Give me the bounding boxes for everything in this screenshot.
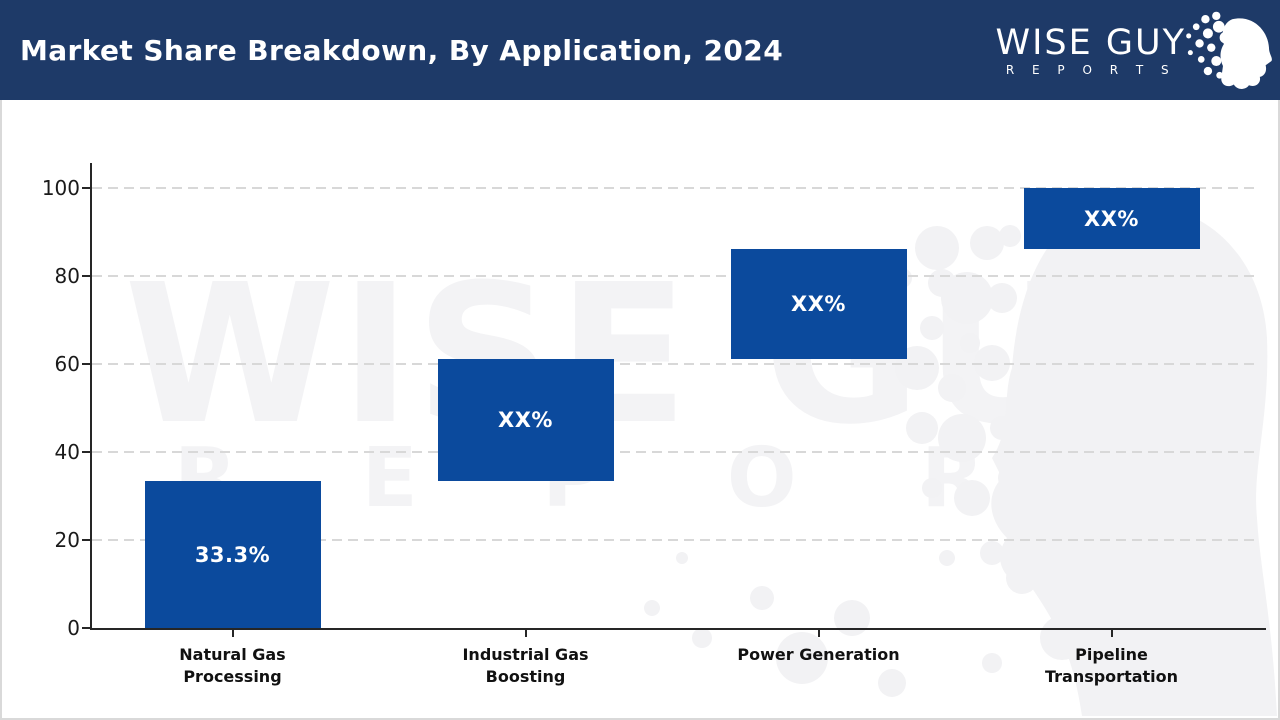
plot-area: 0 20 40 60 80 100 33.3% Natural Gas Processing XX…	[2, 100, 1278, 718]
y-gridline	[92, 275, 1258, 277]
x-category-label: Power Generation	[737, 645, 900, 664]
y-tick-label: 0	[67, 616, 80, 640]
y-tick-mark	[82, 451, 90, 453]
x-category-label: Industrial Gas Boosting	[462, 645, 589, 686]
wiseguy-logo: WISE GUY R E P O R T S	[995, 8, 1274, 94]
y-axis-line	[90, 163, 92, 630]
x-tick-mark	[231, 630, 234, 637]
x-category-label: Natural Gas Processing	[179, 645, 286, 686]
x-tick-mark	[524, 630, 527, 637]
x-tick-mark	[1110, 630, 1113, 637]
y-tick-label: 80	[54, 264, 80, 288]
x-axis-line	[90, 628, 1266, 630]
bar-value-label: 33.3%	[194, 542, 271, 567]
y-gridline	[92, 539, 1258, 541]
x-category-label: Pipeline Transportation	[1044, 645, 1179, 686]
bar-value-label: XX%	[498, 408, 553, 433]
chart-canvas: WISE GUY R E P O R T S 0 20 40 60 80 100 33.3%…	[0, 100, 1280, 720]
y-tick-mark	[82, 627, 90, 629]
bar-value-label: XX%	[791, 292, 846, 317]
logo-wordmark: WISE GUY R E P O R T S	[995, 22, 1186, 78]
bar-segment: XX%	[437, 359, 614, 482]
x-tick-mark	[817, 630, 820, 637]
y-tick-mark	[82, 187, 90, 189]
y-gridline	[92, 363, 1258, 365]
bar-segment: XX%	[730, 249, 907, 360]
y-tick-mark	[82, 275, 90, 277]
y-tick-label: 100	[41, 176, 80, 200]
header: Market Share Breakdown, By Application, …	[0, 0, 1280, 100]
y-tick-label: 20	[54, 528, 80, 552]
bar-segment: 33.3%	[144, 481, 321, 628]
chart-title: Market Share Breakdown, By Application, …	[20, 33, 784, 67]
y-tick-label: 60	[54, 352, 80, 376]
y-gridline	[92, 451, 1258, 453]
y-tick-label: 40	[54, 440, 80, 464]
y-tick-mark	[82, 539, 90, 541]
logo-wordmark-line1: WISE GUY	[995, 22, 1186, 63]
y-tick-mark	[82, 363, 90, 365]
watermark-head-icon	[644, 204, 1277, 716]
y-gridline	[92, 187, 1258, 189]
bar-segment: XX%	[1023, 188, 1200, 250]
bar-value-label: XX%	[1084, 206, 1139, 231]
logo-wordmark-line2: R E P O R T S	[1005, 63, 1176, 78]
logo-head-icon	[1186, 11, 1272, 89]
